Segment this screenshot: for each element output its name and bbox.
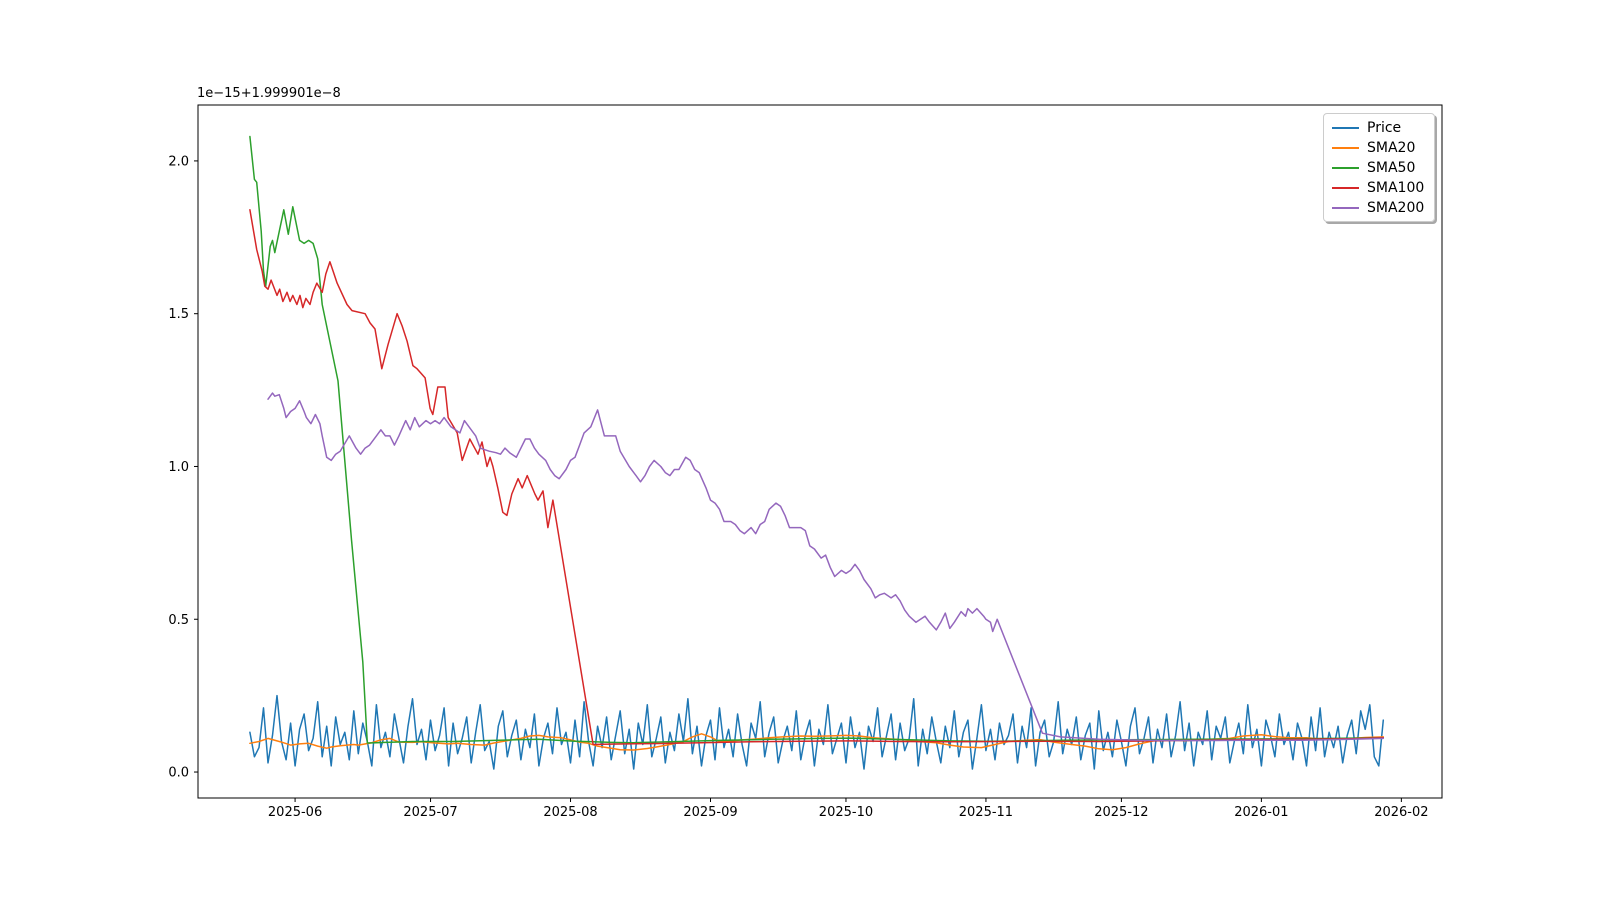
x-tick-label: 2025-09	[683, 805, 737, 820]
y-axis-offset-label: 1e−15+1.999901e−8	[197, 86, 341, 101]
plot-frame	[197, 104, 1443, 799]
series-line-sma100	[249, 209, 1385, 746]
legend-line-sample	[1332, 207, 1359, 209]
x-tick-label: 2026-01	[1234, 805, 1288, 820]
legend-label: SMA50	[1367, 160, 1416, 176]
legend: Price SMA20 SMA50 SMA100 SMA200	[1323, 113, 1435, 222]
series-line-sma50	[249, 135, 1385, 744]
x-tick-label: 2025-06	[268, 805, 322, 820]
legend-entry-sma20: SMA20	[1324, 138, 1434, 158]
legend-entry-sma200: SMA200	[1324, 198, 1434, 218]
legend-line-sample	[1332, 127, 1359, 129]
y-tick-label: 0.5	[168, 613, 189, 628]
series-line-price	[249, 694, 1385, 770]
x-tick-label: 2025-12	[1094, 805, 1148, 820]
x-tick-label: 2025-08	[543, 805, 597, 820]
legend-label: SMA20	[1367, 140, 1416, 156]
x-tick-label: 2025-11	[959, 805, 1013, 820]
y-tick-label: 0.0	[168, 766, 189, 781]
legend-label: Price	[1367, 120, 1402, 136]
legend-entry-sma50: SMA50	[1324, 158, 1434, 178]
x-tick-label: 2025-07	[403, 805, 457, 820]
x-tick-label: 2026-02	[1374, 805, 1428, 820]
legend-line-sample	[1332, 167, 1359, 169]
legend-label: SMA200	[1367, 200, 1425, 216]
y-tick-label: 2.0	[168, 154, 189, 169]
series-line-sma200	[267, 392, 1385, 742]
x-tick-label: 2025-10	[819, 805, 873, 820]
y-tick-label: 1.0	[168, 460, 189, 475]
legend-label: SMA100	[1367, 180, 1425, 196]
legend-line-sample	[1332, 187, 1359, 189]
legend-entry-sma100: SMA100	[1324, 178, 1434, 198]
legend-line-sample	[1332, 147, 1359, 149]
legend-entry-price: Price	[1324, 118, 1434, 138]
y-tick-label: 1.5	[168, 307, 189, 322]
